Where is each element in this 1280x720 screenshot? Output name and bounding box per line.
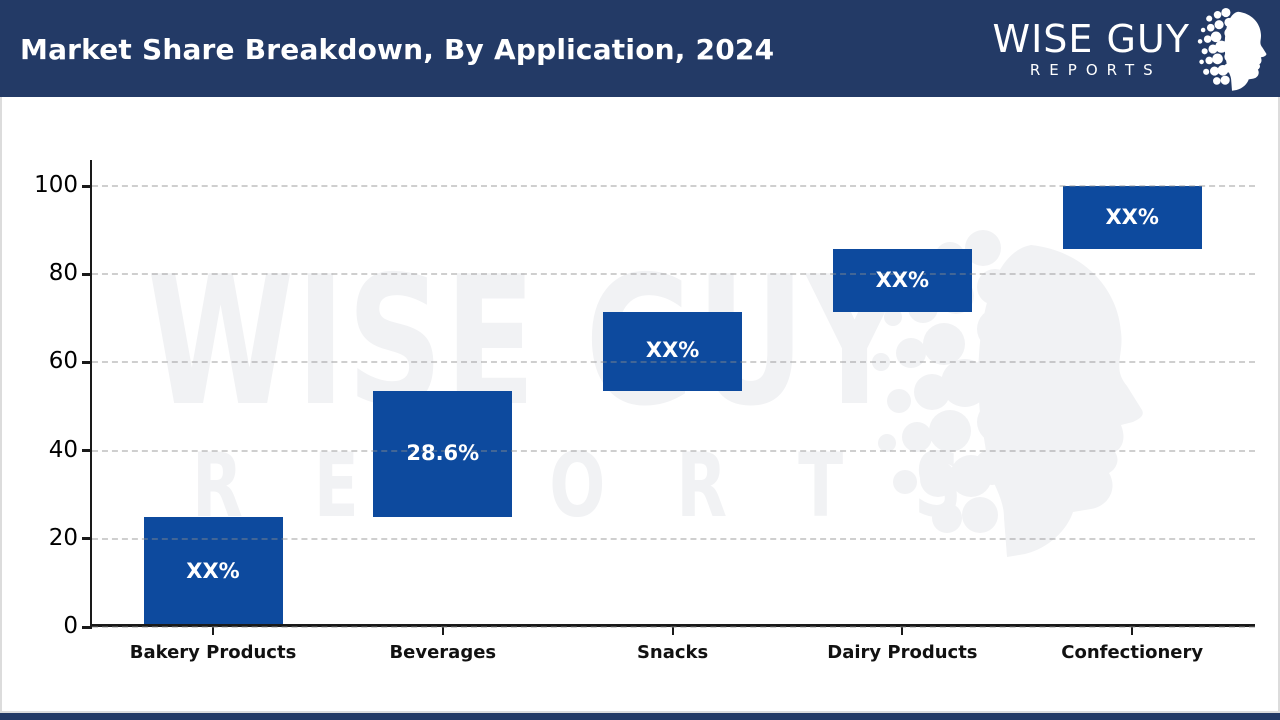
chart-panel: WISE GUY R E P O R T S 0 20 40 60 80 100 XX% Ba…: [0, 97, 1280, 713]
y-tick-label: 80: [48, 260, 78, 287]
y-tick-label: 40: [48, 436, 78, 463]
footer-bar: [0, 713, 1280, 720]
y-tick-label: 60: [48, 348, 78, 375]
wiseguy-face-icon: [1197, 7, 1267, 91]
y-axis-spine: [90, 160, 92, 629]
gridline: [92, 626, 1255, 628]
brand-name: WISE GUY: [992, 17, 1190, 61]
brand-logo-text: WISE GUY REPORTS: [993, 19, 1190, 79]
bar-value-label: 28.6%: [406, 440, 480, 465]
x-category-label: Dairy Products: [827, 642, 978, 663]
y-tick-mark: [82, 625, 92, 629]
gridline: [92, 273, 1255, 276]
gridline: [92, 185, 1255, 187]
bar-value-label: XX%: [1105, 204, 1159, 229]
y-tick-mark: [82, 360, 92, 364]
x-tick-mark: [671, 627, 674, 635]
brand-logo: WISE GUY REPORTS: [993, 6, 1270, 92]
header: Market Share Breakdown, By Application, …: [0, 0, 1280, 97]
x-category-label: Bakery Products: [129, 642, 297, 663]
bar-value-label: XX%: [875, 267, 930, 292]
gridline: [92, 537, 1255, 540]
y-tick-label: 20: [48, 524, 78, 551]
x-tick-mark: [901, 627, 904, 635]
x-category-label: Snacks: [636, 642, 709, 663]
x-tick-mark: [441, 627, 444, 635]
x-category-label: Beverages: [389, 642, 497, 663]
bar-beverages: [373, 390, 513, 517]
x-tick-mark: [1131, 627, 1134, 635]
y-tick-mark: [82, 184, 92, 188]
y-tick-mark: [82, 272, 92, 276]
x-axis-spine: [90, 624, 1255, 627]
bar-value-label: XX%: [645, 338, 700, 363]
bar-bakery-products: [143, 516, 283, 627]
y-tick-label: 100: [34, 172, 78, 198]
bar-value-label: XX%: [186, 558, 240, 583]
x-tick-mark: [212, 627, 214, 635]
y-tick-mark: [82, 537, 92, 541]
chart-area: 0 20 40 60 80 100 XX% Bakery Products 28.6% Bever…: [2, 97, 1278, 711]
brand-subtitle: REPORTS: [1029, 61, 1162, 79]
page-title: Market Share Breakdown, By Application, …: [20, 33, 775, 66]
y-tick-mark: [82, 449, 92, 453]
bar-snacks: [603, 312, 743, 391]
gridline: [92, 361, 1255, 364]
gridline: [92, 449, 1255, 452]
y-tick-label: 0: [63, 613, 78, 639]
x-category-label: Confectionery: [1061, 642, 1204, 663]
